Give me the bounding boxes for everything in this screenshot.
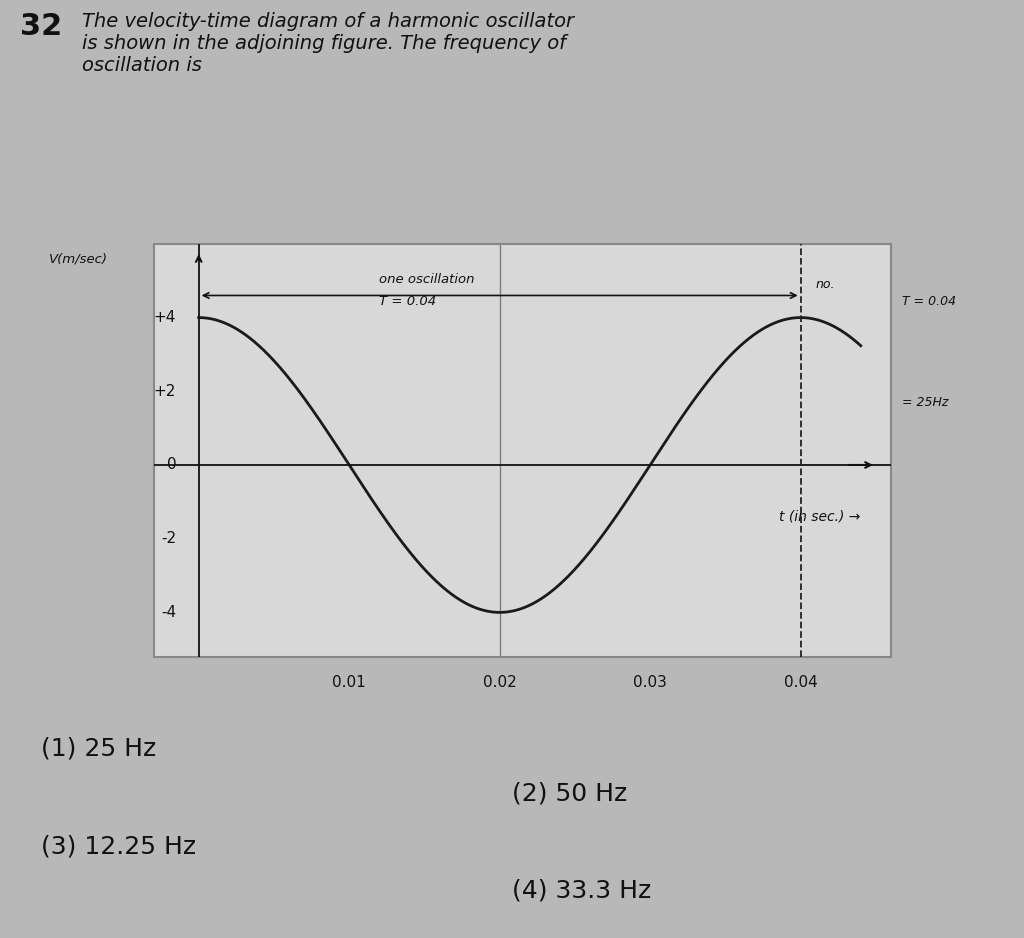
Text: 0.02: 0.02 [482,675,516,690]
Text: (4) 33.3 Hz: (4) 33.3 Hz [512,879,651,902]
Text: (2) 50 Hz: (2) 50 Hz [512,781,628,806]
Text: one oscillation: one oscillation [379,273,475,285]
Text: t (in sec.) →: t (in sec.) → [779,509,861,523]
Text: +2: +2 [154,384,176,399]
Text: -2: -2 [161,531,176,546]
Text: -4: -4 [161,605,176,620]
Text: 0.04: 0.04 [783,675,817,690]
Text: 0: 0 [167,458,176,473]
Text: no.: no. [816,278,836,291]
Text: (3) 12.25 Hz: (3) 12.25 Hz [41,834,196,858]
Text: +4: +4 [154,310,176,325]
Text: T = 0.04: T = 0.04 [379,295,436,308]
Text: The velocity-time diagram of a harmonic oscillator
is shown in the adjoining fig: The velocity-time diagram of a harmonic … [82,12,573,75]
Text: = 25Hz: = 25Hz [902,396,948,409]
Text: 0.03: 0.03 [633,675,667,690]
Text: 32: 32 [20,12,62,41]
Text: T = 0.04: T = 0.04 [902,295,956,308]
Text: (1) 25 Hz: (1) 25 Hz [41,737,157,761]
Text: V(m/sec): V(m/sec) [49,252,109,265]
Text: 0.01: 0.01 [333,675,366,690]
